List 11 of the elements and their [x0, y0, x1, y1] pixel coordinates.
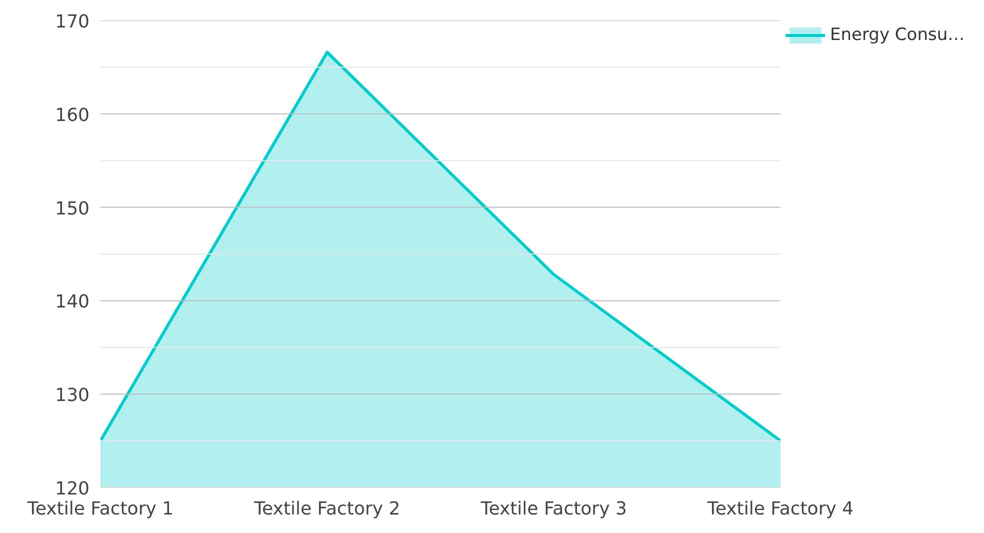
- x-tick-label: Textile Factory 2: [253, 498, 400, 520]
- y-tick-label: 160: [55, 104, 90, 126]
- x-tick-label: Textile Factory 1: [26, 498, 174, 520]
- x-tick-label: Textile Factory 4: [706, 498, 854, 520]
- y-tick-label: 140: [55, 292, 90, 313]
- y-tick-label: 120: [55, 478, 90, 500]
- y-tick-label: 170: [55, 12, 90, 32]
- y-tick-label: 150: [55, 198, 90, 220]
- x-tick-label: Textile Factory 3: [480, 498, 627, 520]
- y-tick-label: 130: [55, 385, 90, 406]
- legend-label: Energy Consu…: [830, 25, 965, 45]
